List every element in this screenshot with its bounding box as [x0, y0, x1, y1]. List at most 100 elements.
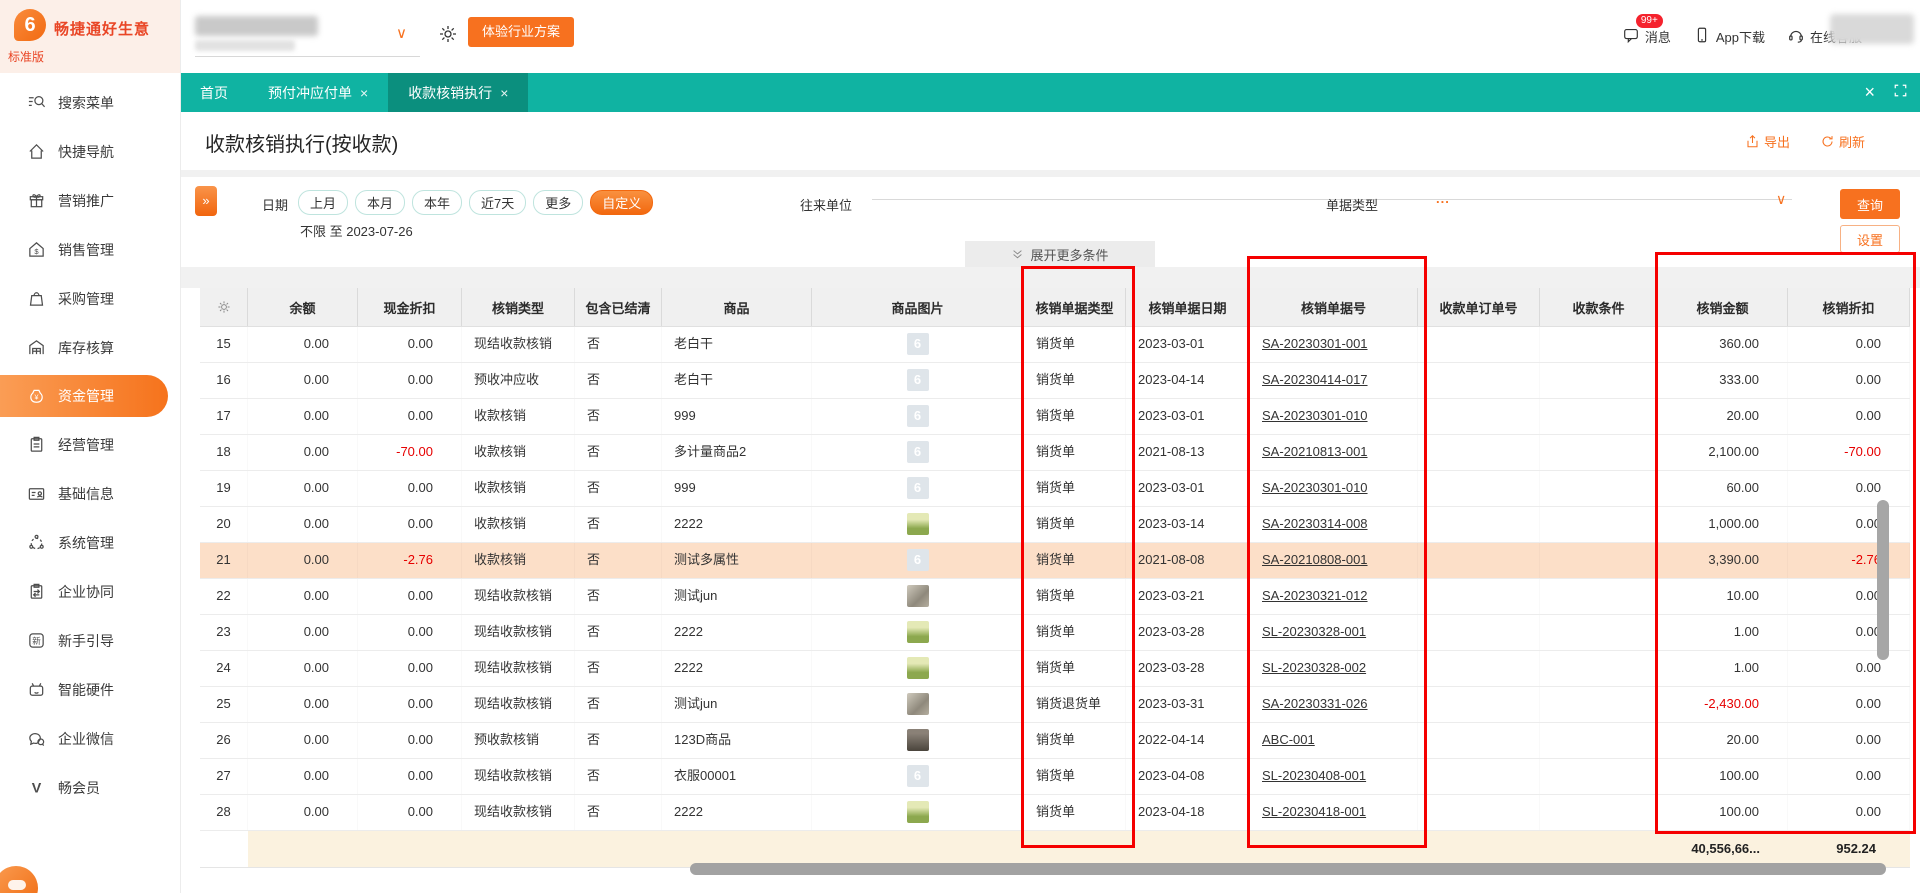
partner-lookup-icon[interactable]: ... — [1436, 191, 1450, 206]
date-pill-0[interactable]: 上月 — [298, 190, 349, 215]
sidebar-item-funds[interactable]: ¥ 资金管理 — [0, 375, 168, 417]
date-pill-2[interactable]: 本年 — [412, 190, 463, 215]
doc-no-link[interactable]: SA-20210813-001 — [1262, 444, 1368, 459]
product-image-green[interactable] — [906, 621, 929, 643]
cell-doc-date: 2023-03-28 — [1126, 651, 1250, 686]
doc-type-select[interactable] — [1402, 175, 1792, 200]
chevron-down-icon[interactable]: ∨ — [1776, 191, 1787, 207]
cell-product-image: 6 — [812, 435, 1024, 470]
date-pill-custom[interactable]: 自定义 — [590, 190, 654, 215]
tab-1[interactable]: 预付冲应付单 × — [248, 73, 388, 112]
date-range-value[interactable]: 不限 至 2023-07-26 — [300, 224, 413, 239]
warehouse-icon — [26, 338, 46, 358]
cell-cash-discount: 0.00 — [358, 795, 462, 830]
sidebar-item-hardware[interactable]: 智能硬件 — [0, 665, 180, 714]
doc-no-link[interactable]: SL-20230408-001 — [1262, 768, 1367, 783]
partner-input[interactable] — [872, 175, 1432, 200]
doc-no-link[interactable]: SA-20230314-008 — [1262, 516, 1368, 531]
product-image-logo[interactable]: 6 — [906, 765, 929, 787]
close-all-tabs-icon[interactable]: × — [1864, 82, 1875, 102]
doc-no-link[interactable]: SA-20210808-001 — [1262, 552, 1368, 567]
sidebar-item-newbie[interactable]: 新 新手引导 — [0, 616, 180, 665]
export-button[interactable]: 导出 — [1745, 132, 1790, 151]
messages-button[interactable]: 消息 99+ — [1622, 14, 1671, 47]
expand-more-conditions[interactable]: 展开更多条件 — [965, 241, 1155, 267]
sidebar-item-member[interactable]: V 畅会员 — [0, 763, 180, 812]
sidebar-item-sales[interactable]: $ 销售管理 — [0, 225, 180, 274]
doc-no-link[interactable]: SL-20230328-002 — [1262, 660, 1367, 675]
date-pill-4[interactable]: 更多 — [533, 190, 584, 215]
collapse-filter-button[interactable]: » — [195, 186, 217, 216]
sidebar-item-system[interactable]: 系统管理 — [0, 518, 180, 567]
product-image-logo[interactable]: 6 — [906, 369, 929, 391]
doc-no-link[interactable]: SA-20230414-017 — [1262, 372, 1368, 387]
company-selector-redacted[interactable] — [195, 16, 318, 36]
product-image-logo[interactable]: 6 — [906, 333, 929, 355]
cell-balance: 0.00 — [248, 471, 358, 506]
cell-row-number: 21 — [200, 543, 248, 578]
product-image-logo[interactable]: 6 — [906, 405, 929, 427]
vertical-scrollbar[interactable] — [1877, 500, 1889, 660]
doc-no-link[interactable]: SA-20230301-010 — [1262, 408, 1368, 423]
sidebar-item-idcard[interactable]: 基础信息 — [0, 469, 180, 518]
doc-no-link[interactable]: SA-20230301-001 — [1262, 336, 1368, 351]
sidebar-item-home[interactable]: 快捷导航 — [0, 127, 180, 176]
product-image-green[interactable] — [906, 513, 929, 535]
app-download-button[interactable]: App下载 — [1693, 26, 1765, 47]
sidebar-item-purchase-bag[interactable]: 采购管理 — [0, 274, 180, 323]
product-image-photo[interactable] — [906, 693, 929, 715]
total-writeoff-amount: 40,556,66... — [1691, 841, 1760, 856]
system-icon — [26, 533, 46, 553]
doc-no-link[interactable]: SL-20230418-001 — [1262, 804, 1367, 819]
cell-receipt-order-no — [1418, 399, 1540, 434]
sidebar-item-search[interactable]: 搜索菜单 — [0, 78, 180, 127]
cell-product-image: 6 — [812, 399, 1024, 434]
cell-writeoff-discount: 0.00 — [1788, 327, 1910, 362]
horizontal-scrollbar[interactable] — [690, 863, 1886, 875]
doc-no-link[interactable]: SA-20230321-012 — [1262, 588, 1368, 603]
refresh-button[interactable]: 刷新 — [1820, 132, 1865, 151]
product-image-photo[interactable] — [906, 585, 929, 607]
fullscreen-icon[interactable] — [1893, 83, 1908, 103]
headset-icon — [1787, 26, 1805, 47]
product-image-logo[interactable]: 6 — [906, 477, 929, 499]
doc-no-link[interactable]: SA-20230301-010 — [1262, 480, 1368, 495]
doc-no-link[interactable]: ABC-001 — [1262, 732, 1315, 747]
gear-icon[interactable] — [438, 24, 458, 49]
tab-close-icon[interactable]: × — [360, 84, 369, 101]
doc-no-link[interactable]: SL-20230328-001 — [1262, 624, 1367, 639]
refresh-icon — [1822, 136, 1833, 147]
user-account-redacted[interactable] — [1830, 14, 1914, 44]
product-image-green[interactable] — [906, 657, 929, 679]
product-image-green[interactable] — [906, 801, 929, 823]
doc-no-link[interactable]: SA-20230331-026 — [1262, 696, 1368, 711]
sidebar-item-warehouse[interactable]: 库存核算 — [0, 323, 180, 372]
chevron-down-icon[interactable]: ∨ — [396, 25, 407, 42]
cell-receipt-condition — [1540, 543, 1658, 578]
totals-cell — [1418, 831, 1540, 867]
tab-home[interactable]: 首页 — [180, 73, 248, 112]
product-image-dark[interactable] — [906, 729, 929, 751]
sidebar-item-label: 搜索菜单 — [58, 94, 114, 111]
sidebar-item-report[interactable]: 经营管理 — [0, 420, 180, 469]
sidebar-item-wechat[interactable]: 企业微信 — [0, 714, 180, 763]
brand-edition: 标准版 — [8, 50, 45, 64]
table-row: 22 0.00 0.00 现结收款核销否测试jun 销货单 2023-03-21 SA-20… — [200, 579, 1910, 615]
tab-2[interactable]: 收款核销执行 × — [388, 73, 529, 112]
date-pill-1[interactable]: 本月 — [355, 190, 406, 215]
product-image-logo[interactable]: 6 — [906, 549, 929, 571]
product-image-logo[interactable]: 6 — [906, 441, 929, 463]
trial-industry-button[interactable]: 体验行业方案 — [468, 17, 575, 47]
tab-close-icon[interactable]: × — [500, 84, 509, 101]
cell-receipt-condition — [1540, 327, 1658, 362]
sidebar-item-collaboration[interactable]: 企业协同 — [0, 567, 180, 616]
cell-product: 2222 — [662, 507, 812, 542]
sidebar-item-gift[interactable]: 营销推广 — [0, 176, 180, 225]
cell-balance: 0.00 — [248, 651, 358, 686]
date-pill-3[interactable]: 近7天 — [469, 190, 527, 215]
query-button[interactable]: 查询 — [1840, 189, 1900, 219]
filter-settings-button[interactable]: 设置 — [1840, 225, 1900, 253]
cell-include-settled: 否 — [575, 759, 662, 794]
totals-cell — [662, 831, 812, 867]
column-settings-gear-icon[interactable] — [200, 288, 248, 326]
